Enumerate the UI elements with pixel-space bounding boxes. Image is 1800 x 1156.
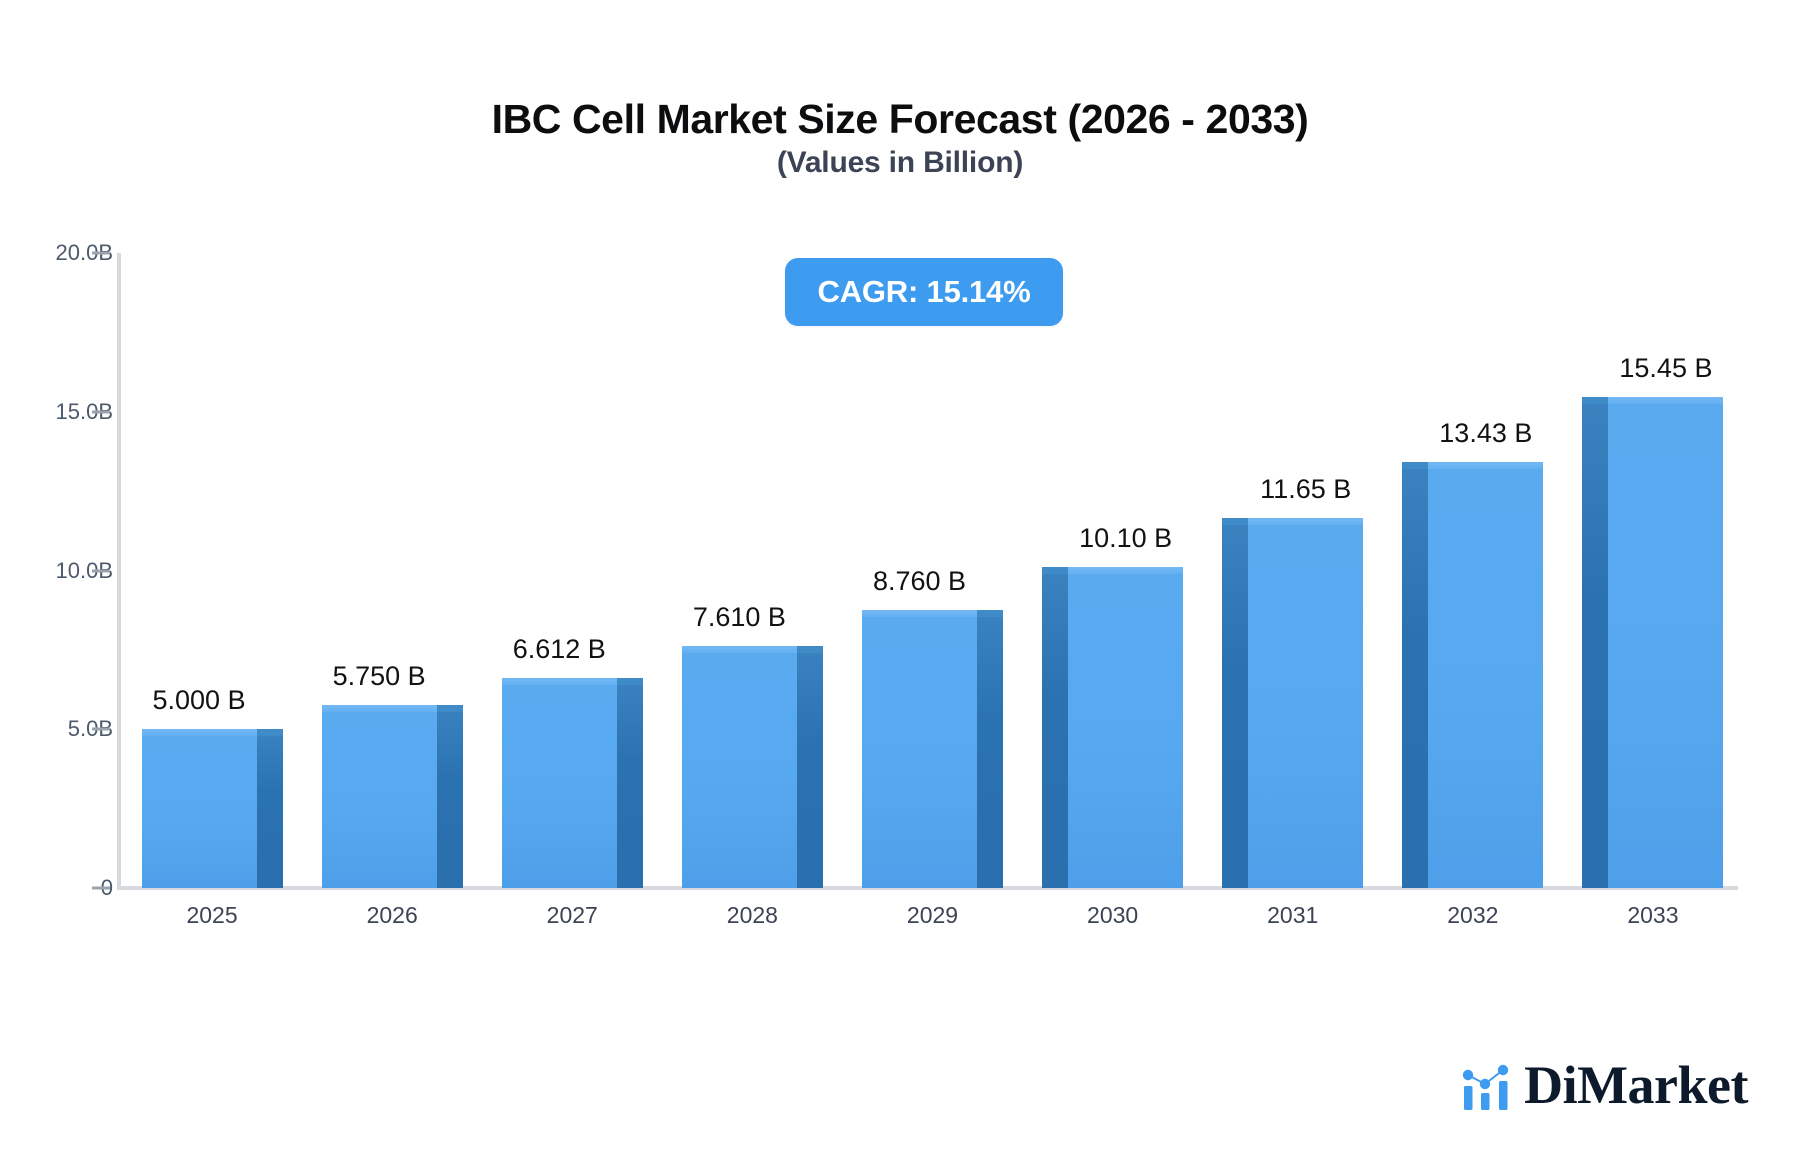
x-axis-label: 2032 bbox=[1447, 902, 1499, 928]
x-axis-label: 2033 bbox=[1627, 902, 1679, 928]
bar bbox=[1042, 567, 1184, 888]
bar-side-face bbox=[1042, 567, 1069, 888]
bar-front-face bbox=[1608, 397, 1724, 888]
cagr-badge: CAGR: 15.14% bbox=[785, 258, 1063, 326]
bar-side-face bbox=[616, 678, 643, 888]
bar-top-side bbox=[1222, 518, 1249, 526]
bar-value-label: 10.10 B bbox=[1079, 523, 1173, 554]
bar-top-face bbox=[1608, 397, 1724, 405]
bar-value-label: 13.43 B bbox=[1439, 417, 1533, 448]
bar-top-side bbox=[1582, 397, 1609, 405]
bar-top-face bbox=[862, 609, 977, 617]
bar-top-face bbox=[141, 729, 257, 737]
bar-side-face bbox=[256, 729, 283, 888]
bar-top-side bbox=[977, 609, 1003, 617]
bar bbox=[1582, 397, 1724, 888]
x-axis-line bbox=[117, 886, 1738, 890]
bar bbox=[681, 646, 823, 888]
bar-top-side bbox=[616, 678, 643, 686]
y-axis-line bbox=[117, 253, 121, 890]
x-axis-label: 2025 bbox=[186, 902, 238, 928]
bar-front-face bbox=[141, 729, 257, 888]
x-axis-label: 2026 bbox=[366, 902, 418, 928]
logo-wordmark: DiMarket bbox=[1524, 1055, 1748, 1115]
bar-front-face bbox=[862, 609, 977, 888]
bar bbox=[1402, 461, 1544, 888]
bar-value-label: 5.000 B bbox=[152, 685, 246, 716]
x-axis-label: 2027 bbox=[546, 902, 598, 928]
x-axis-label: 2028 bbox=[726, 902, 778, 928]
y-axis-tick-mark bbox=[92, 727, 110, 731]
bar-top-side bbox=[1402, 461, 1429, 469]
x-axis-label: 2030 bbox=[1087, 902, 1139, 928]
dimarket-logo: DiMarket bbox=[1462, 1058, 1748, 1112]
bar-top-side bbox=[436, 705, 463, 713]
bar-side-face bbox=[1222, 518, 1249, 888]
bar bbox=[862, 609, 1003, 888]
bar-top-face bbox=[1428, 461, 1544, 469]
bar bbox=[141, 729, 283, 888]
bar-front-face bbox=[1248, 518, 1364, 888]
bar-front-face bbox=[1068, 567, 1184, 888]
bar bbox=[1222, 518, 1364, 888]
bar-top-side bbox=[256, 729, 283, 737]
bar-chart-dots-icon bbox=[1462, 1064, 1509, 1110]
bar-front-face bbox=[321, 705, 437, 888]
x-axis-label: 2029 bbox=[906, 902, 959, 928]
bar-value-label: 8.760 B bbox=[872, 565, 967, 596]
cagr-badge-label: CAGR: 15.14% bbox=[817, 274, 1031, 309]
bar bbox=[501, 678, 643, 888]
bar-value-label: 7.610 B bbox=[692, 602, 786, 633]
bar-side-face bbox=[977, 609, 1003, 888]
bar-value-label: 15.45 B bbox=[1619, 353, 1713, 384]
x-axis-label: 2031 bbox=[1267, 902, 1319, 928]
bar-front-face bbox=[1428, 461, 1544, 888]
bar-top-face bbox=[501, 678, 617, 686]
bar-front-face bbox=[501, 678, 617, 888]
y-axis-tick-mark bbox=[92, 251, 110, 255]
bar-front-face bbox=[681, 646, 797, 888]
bar-side-face bbox=[796, 646, 823, 888]
bar-top-face bbox=[681, 646, 797, 654]
bar-side-face bbox=[1582, 397, 1609, 888]
y-axis-tick-mark bbox=[92, 886, 110, 890]
bar-value-label: 6.612 B bbox=[512, 634, 606, 665]
bar-side-face bbox=[1402, 461, 1429, 888]
bar bbox=[321, 705, 463, 888]
bar-top-face bbox=[1068, 567, 1184, 575]
y-axis-tick-mark bbox=[92, 569, 110, 572]
bar-top-face bbox=[1248, 518, 1364, 526]
bar-top-side bbox=[796, 646, 823, 654]
chart-title: IBC Cell Market Size Forecast (2026 - 20… bbox=[491, 96, 1309, 142]
bar-side-face bbox=[436, 705, 463, 888]
chart-subtitle: (Values in Billion) bbox=[776, 146, 1024, 179]
bar-top-face bbox=[321, 705, 437, 713]
bar-top-side bbox=[1042, 567, 1069, 575]
bar-value-label: 11.65 B bbox=[1260, 474, 1352, 505]
y-axis-tick-mark bbox=[92, 410, 110, 414]
bar-value-label: 5.750 B bbox=[332, 661, 426, 692]
